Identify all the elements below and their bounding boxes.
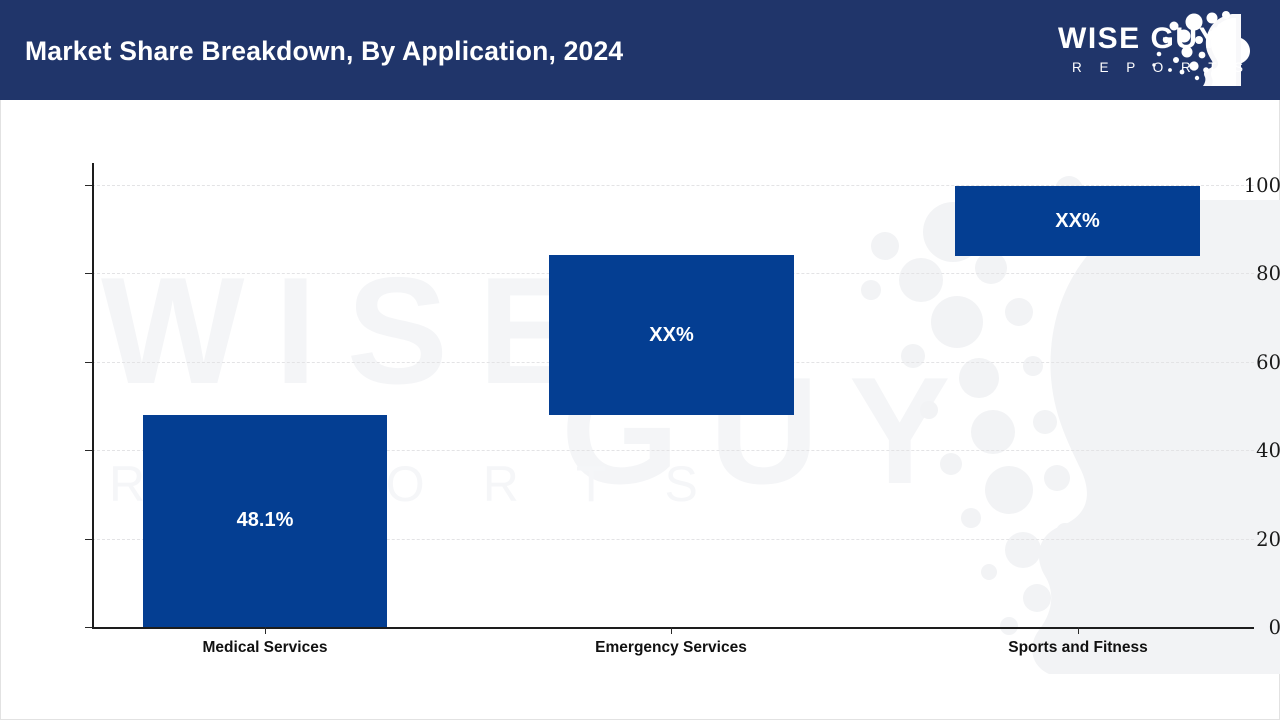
logo-text-secondary: R E P O R T S <box>1072 60 1251 75</box>
bar-sports-and-fitness[interactable] <box>955 186 1200 256</box>
ytick-label-100: 100 <box>1243 174 1280 197</box>
bar-medical-services[interactable] <box>143 415 387 627</box>
xtick-mark-medical-services <box>265 627 266 634</box>
y-axis-line <box>92 163 94 627</box>
bar-label-sports-and-fitness: XX% <box>1055 210 1100 232</box>
ytick-mark-80 <box>85 273 92 274</box>
ytick-label-80: 80 <box>1256 262 1280 285</box>
xtick-label-medical-services: Medical Services <box>202 639 328 656</box>
bar-label-emergency-services: XX% <box>649 324 694 346</box>
gridline-20 <box>92 539 1254 540</box>
x-axis-line <box>92 627 1254 629</box>
ytick-label-0: 0 <box>1268 616 1280 639</box>
logo-text-primary: WISE GUY <box>1058 22 1221 55</box>
page-header: Market Share Breakdown, By Application, … <box>0 0 1280 100</box>
ytick-mark-40 <box>85 450 92 451</box>
brand-logo: WISE GUY R E P O R T S <box>1036 8 1276 92</box>
xtick-mark-sports-and-fitness <box>1078 627 1079 634</box>
bar-label-medical-services: 48.1% <box>236 509 294 531</box>
ytick-label-40: 40 <box>1256 439 1280 462</box>
page-title: Market Share Breakdown, By Application, … <box>25 36 624 66</box>
ytick-mark-100 <box>85 185 92 186</box>
gridline-40 <box>92 450 1254 451</box>
ytick-mark-20 <box>85 539 92 540</box>
ytick-label-20: 20 <box>1256 528 1280 551</box>
bar-emergency-services[interactable] <box>549 255 794 415</box>
xtick-mark-emergency-services <box>671 627 672 634</box>
ytick-label-60: 60 <box>1256 351 1280 374</box>
xtick-label-sports-and-fitness: Sports and Fitness <box>1008 639 1148 656</box>
ytick-mark-60 <box>85 362 92 363</box>
gridline-100 <box>92 185 1254 186</box>
wise-guy-head-logo-icon <box>1152 11 1250 86</box>
xtick-label-emergency-services: Emergency Services <box>595 639 747 656</box>
ytick-mark-0 <box>85 627 92 628</box>
